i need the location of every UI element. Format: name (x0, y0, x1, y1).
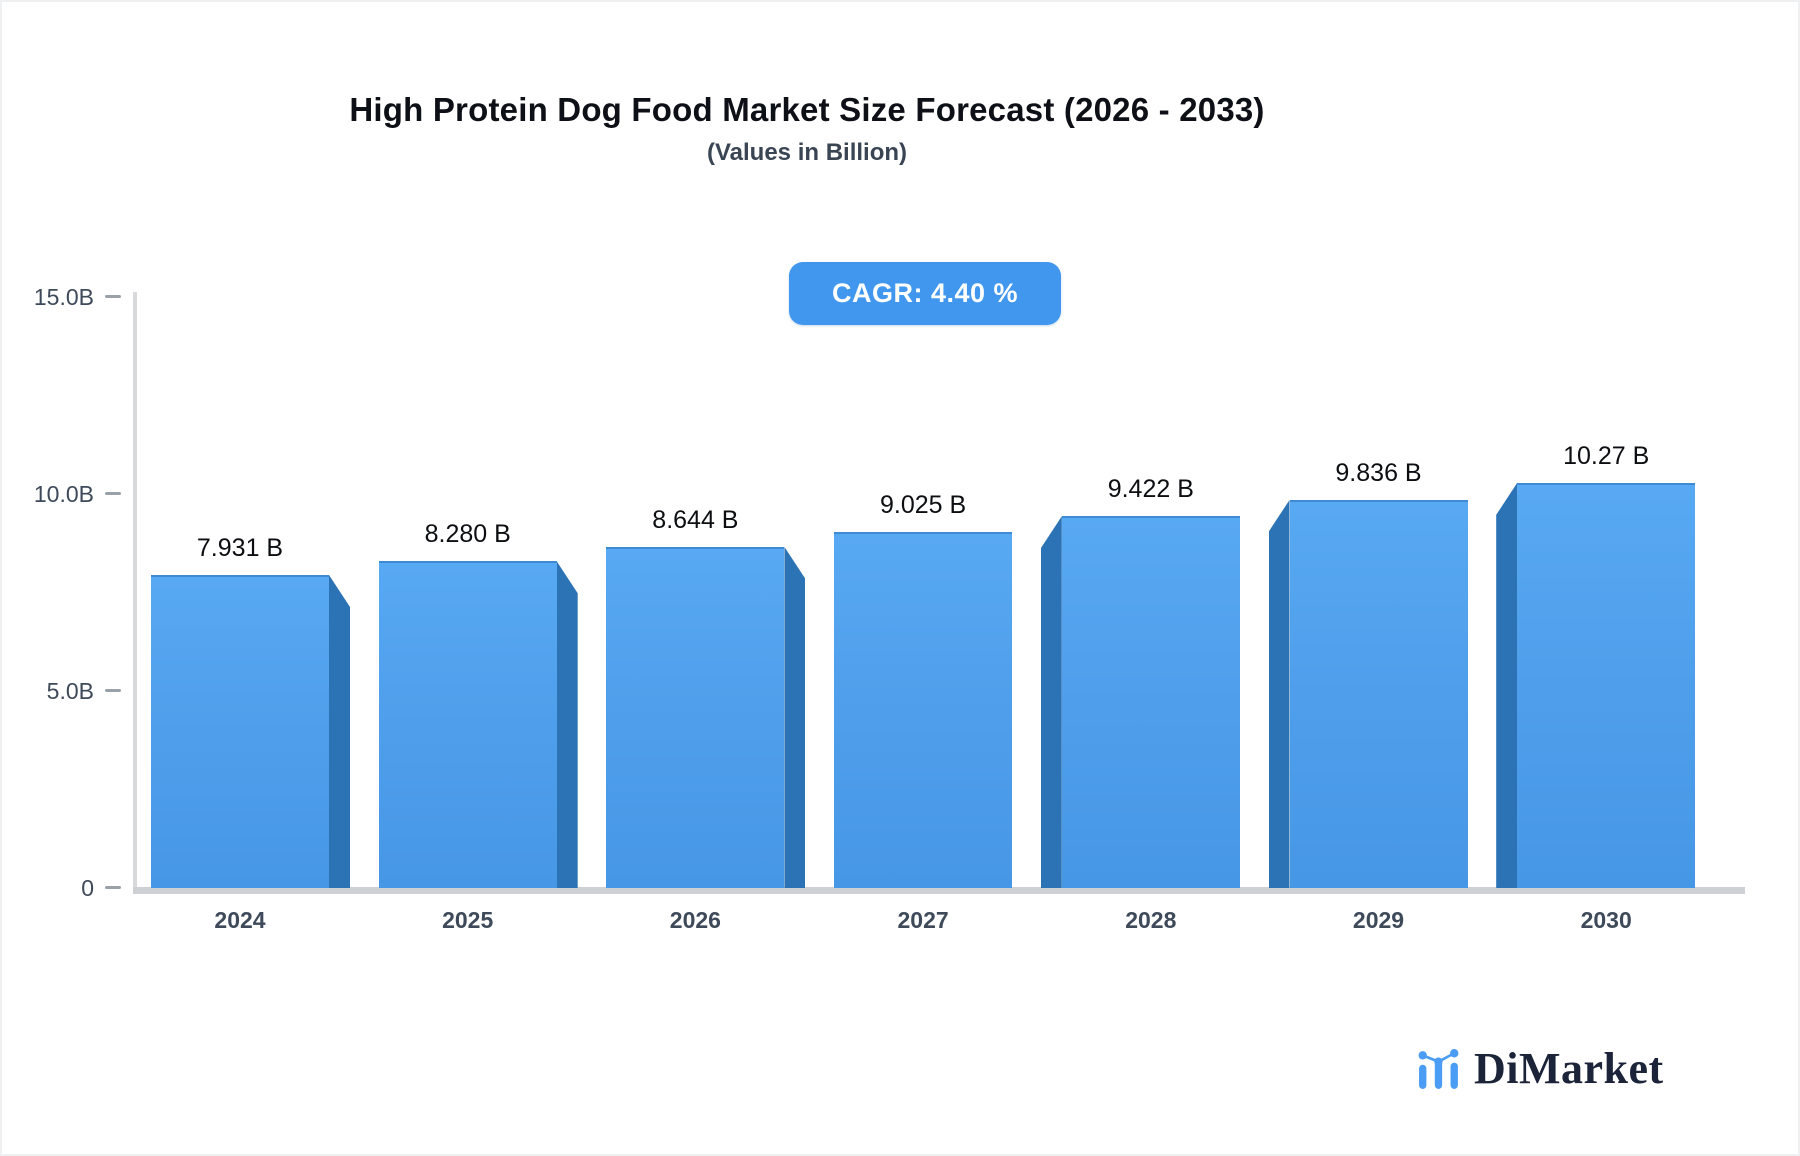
bar-chart-logo-icon (1418, 1049, 1459, 1089)
x-tick-label: 2025 (442, 907, 494, 933)
y-axis-line (133, 292, 137, 894)
y-tick-mark (105, 492, 121, 495)
bar-3d-side (1496, 482, 1518, 888)
chart-subtitle: (Values in Billion) (706, 139, 908, 166)
x-tick-label: 2029 (1352, 907, 1405, 933)
bar-value-label: 10.27 B (1563, 441, 1650, 470)
bar-2026 (606, 546, 785, 888)
bar-2029 (1289, 499, 1468, 888)
y-tick-mark (105, 295, 121, 298)
y-tick-mark (105, 689, 121, 692)
bar-value-label: 9.836 B (1335, 458, 1422, 487)
chart-title: High Protein Dog Food Market Size Foreca… (349, 91, 1265, 128)
bar-3d-side (784, 546, 806, 888)
bar-value-label: 8.644 B (652, 505, 739, 534)
bar-value-label: 8.280 B (424, 520, 511, 549)
y-tick-mark (105, 886, 121, 889)
y-tick-label: 10.0B (33, 480, 94, 507)
bar-2027 (834, 531, 1013, 888)
x-tick-label: 2027 (897, 907, 949, 933)
bar-3d-side (1040, 516, 1062, 888)
brand-logo-text: DiMarket (1474, 1044, 1664, 1093)
bar-value-label: 9.422 B (1107, 475, 1194, 504)
x-tick-label: 2024 (214, 907, 266, 933)
bar-3d-side (556, 561, 578, 888)
chart-header: High Protein Dog Food Market Size Foreca… (107, 90, 1507, 168)
x-tick-label: 2026 (669, 907, 721, 933)
bar-2028 (1061, 516, 1240, 888)
y-tick-label: 15.0B (33, 283, 94, 310)
bar-2030 (1517, 482, 1696, 888)
x-tick-label: 2028 (1125, 907, 1177, 933)
x-axis-line (133, 887, 1745, 894)
y-tick-label: 5.0B (46, 677, 94, 704)
y-tick-label: 0 (81, 874, 94, 901)
bar-3d-side (329, 575, 350, 888)
x-tick-label: 2030 (1580, 907, 1632, 933)
bar-2024 (151, 575, 329, 888)
brand-logo: DiMarket (1418, 1046, 1664, 1092)
bar-value-label: 7.931 B (196, 534, 284, 563)
bar-3d-side (1268, 499, 1290, 888)
bar-2025 (378, 561, 557, 888)
bar-value-label: 9.025 B (880, 490, 967, 519)
cagr-badge: CAGR: 4.40 % (789, 262, 1061, 325)
